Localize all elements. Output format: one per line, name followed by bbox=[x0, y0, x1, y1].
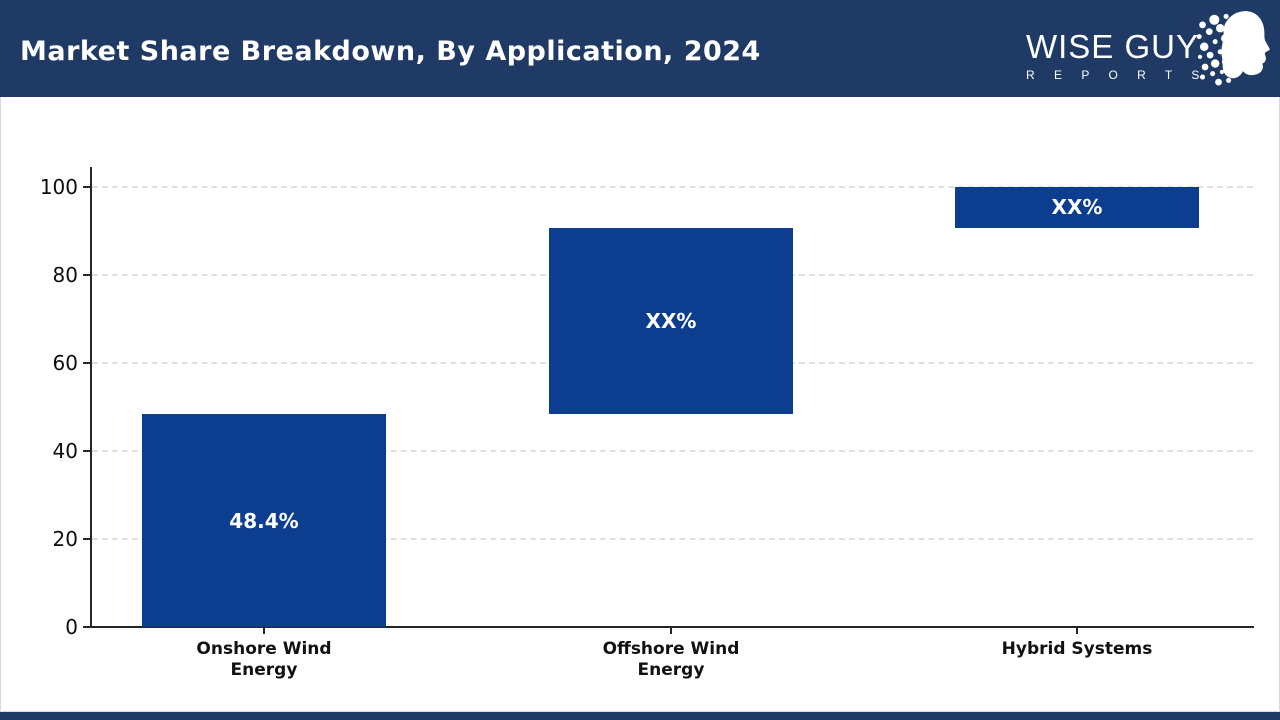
y-tick-label: 0 bbox=[65, 615, 78, 639]
y-tick-label: 40 bbox=[52, 439, 78, 463]
bar-onshore-wind-energy: 48.4% bbox=[142, 414, 386, 627]
gridline bbox=[92, 538, 1253, 540]
bar-offshore-wind-energy: XX% bbox=[549, 227, 793, 415]
y-tick-label: 100 bbox=[39, 175, 78, 199]
bar-value-label: XX% bbox=[1051, 195, 1103, 220]
x-category-label: Offshore Wind Energy bbox=[602, 639, 740, 680]
y-tick-label: 80 bbox=[52, 263, 78, 287]
x-tick-mark bbox=[263, 628, 265, 634]
bar-value-label: 48.4% bbox=[229, 508, 299, 533]
logo-wordmark: WISE GUY bbox=[1025, 28, 1200, 65]
logo-text: WISE GUY R E P O R T S bbox=[1020, 28, 1205, 82]
y-tick-label: 20 bbox=[52, 527, 78, 551]
y-tick-mark bbox=[83, 362, 90, 364]
y-tick-mark bbox=[83, 274, 90, 276]
y-tick-label: 60 bbox=[52, 351, 78, 375]
y-tick-mark bbox=[83, 186, 90, 188]
x-tick-mark bbox=[670, 628, 672, 634]
y-tick-mark bbox=[83, 538, 90, 540]
y-tick-mark bbox=[83, 450, 90, 452]
y-tick-mark bbox=[83, 626, 90, 628]
gridline bbox=[92, 450, 1253, 452]
footer-bar bbox=[0, 712, 1280, 720]
x-axis bbox=[90, 626, 1254, 628]
wiseguy-logo: WISE GUY R E P O R T S bbox=[1020, 6, 1270, 91]
x-category-label: Onshore Wind Energy bbox=[196, 639, 332, 680]
page-title: Market Share Breakdown, By Application, … bbox=[20, 36, 761, 67]
x-tick-mark bbox=[1076, 628, 1078, 634]
bar-value-label: XX% bbox=[645, 308, 697, 333]
logo-reports: R E P O R T S bbox=[1026, 68, 1208, 82]
y-axis bbox=[90, 167, 92, 627]
bar-hybrid-systems: XX% bbox=[955, 187, 1199, 228]
gridline bbox=[92, 186, 1253, 188]
wiseguy-head-icon bbox=[1196, 11, 1270, 86]
x-category-label: Hybrid Systems bbox=[1001, 639, 1153, 659]
header-bar: Market Share Breakdown, By Application, … bbox=[0, 0, 1280, 97]
